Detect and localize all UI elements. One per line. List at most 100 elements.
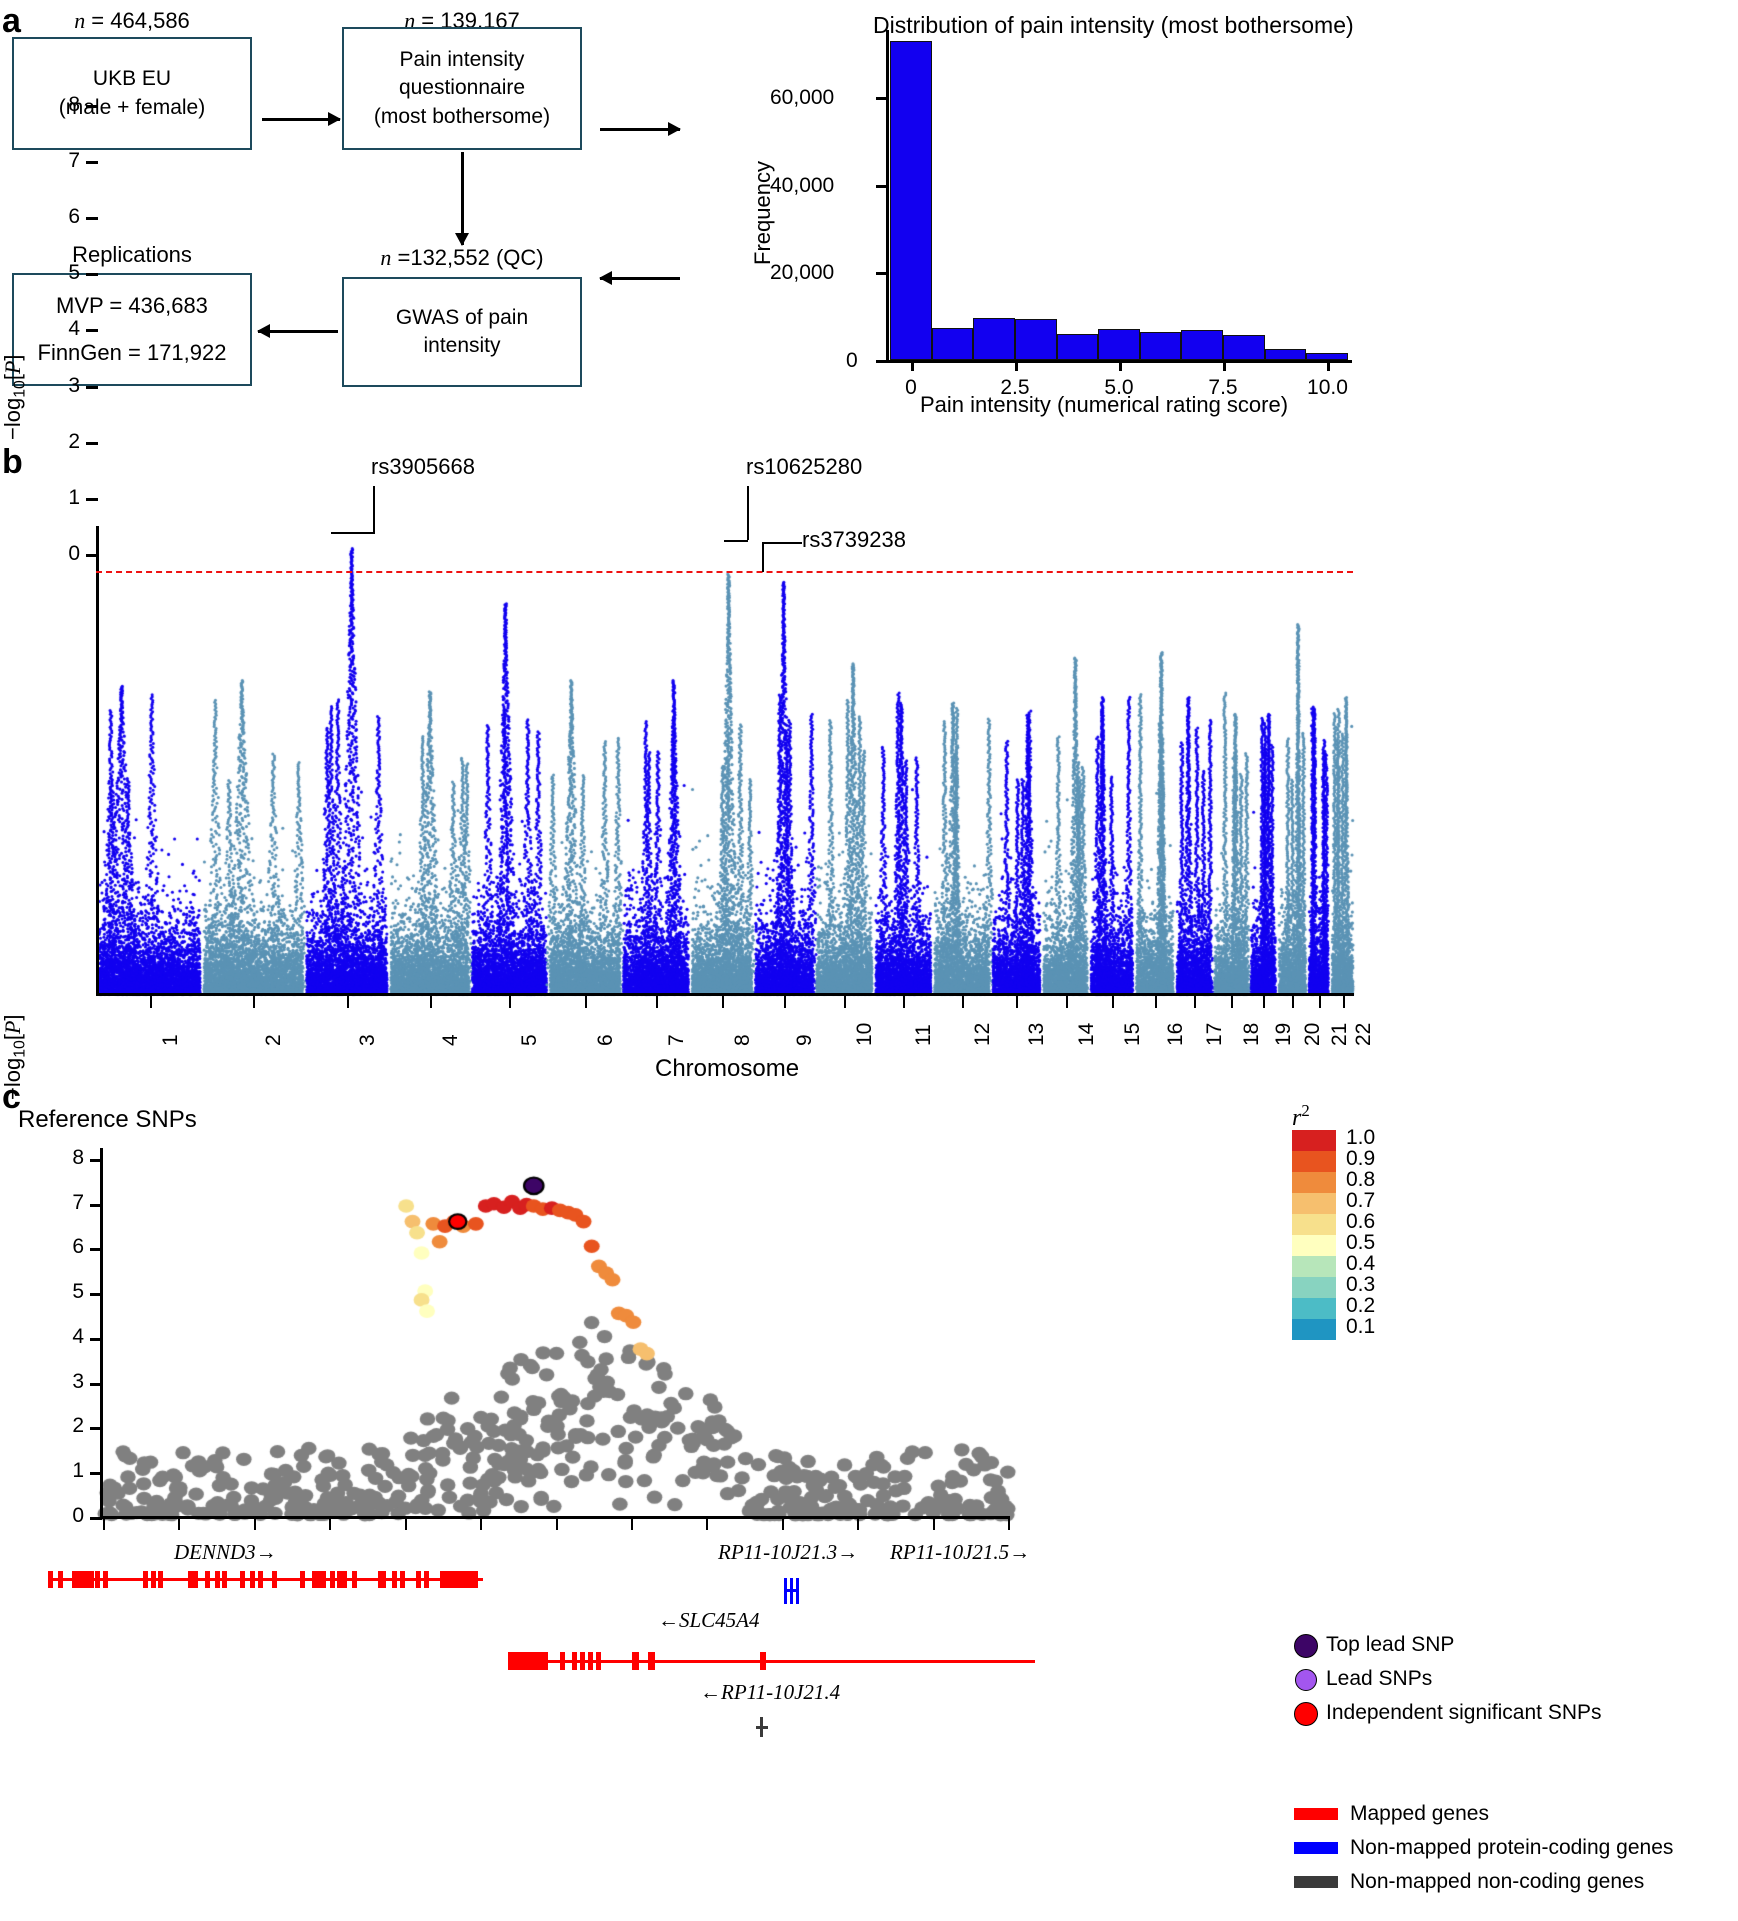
gene-DENND3-exon-12 [240,1571,245,1588]
gene-SLC45A4-exon-3 [580,1652,585,1670]
manhattan-x-ticklabel-14: 14 [1074,1022,1098,1046]
manhattan-y-ticklabel-5: 5 [68,261,80,285]
histogram-bar-5 [1098,328,1140,360]
locus-y-tick-3 [90,1382,102,1386]
genomewide-significance-line [96,571,1353,573]
histogram-bar-9 [1264,348,1307,360]
histogram-bar-3 [1014,319,1057,360]
gene-DENND3-exon-20 [352,1571,357,1588]
locus-x-tick-5 [480,1519,483,1530]
manhattan-x-ticklabel-21: 21 [1327,1022,1351,1046]
manhattan-x-tick-14 [1065,996,1068,1008]
r2-colorbar-label-0.1: 0.1 [1346,1315,1376,1338]
histogram-y-axis-title: Frequency [750,161,775,265]
r2-legend-title: r2 [1292,1101,1310,1131]
histogram-x-ticklabel-0: 0 [905,376,917,399]
gene-DENND3-exon-1 [58,1571,63,1588]
manhattan-x-tick-7 [656,996,659,1008]
manhattan-x-axis [96,993,1354,996]
locus-scatter-canvas [0,1100,1738,1921]
manhattan-x-ticklabel-3: 3 [355,1034,379,1046]
histogram-x-tick-0 [910,360,914,371]
manhattan-y-ticklabel-8: 8 [68,92,80,116]
locus-y-ticklabel-8: 8 [72,1145,84,1169]
locus-x-tick-0 [103,1519,105,1530]
locus-y-tick-8 [90,1158,102,1162]
arrow-gwas-to-replications [257,325,338,337]
locus-y-ticklabel-4: 4 [72,1324,84,1348]
gene-label-RP11-10J21.5: RP11-10J21.5→ [890,1540,1031,1564]
manhattan-x-tick-13 [1016,996,1019,1008]
r2-colorbar-label-0.2: 0.2 [1346,1294,1376,1317]
gene-SLC45A4-exon-0 [508,1652,548,1670]
flowbox-ukb-line1: UKB EU [92,67,172,91]
r2-colorbar-cell-0.3 [1292,1277,1336,1298]
locus-y-tick-6 [90,1248,102,1252]
snp-annotation-rs3739238: rs3739238 [802,527,906,552]
manhattan-x-tick-2 [253,996,256,1008]
r2-colorbar-cell-0.9 [1292,1151,1336,1172]
gene-DENND3-exon-10 [215,1571,220,1588]
flowbox-gwas: GWAS of pain intensity [342,277,582,387]
locus-x-axis [100,1516,1010,1519]
gene-DENND3-exon-25 [424,1571,429,1588]
histogram-plot: 0 20,000 40,000 60,000 0 2.5 5.0 7.5 10.0 Pa… [0,0,1738,420]
flowbox-questionnaire-line2: questionnaire [398,76,526,100]
locus-y-ticklabel-5: 5 [72,1280,84,1304]
arrow-questionnaire-to-gwas [456,152,468,246]
histogram-y-tick-60000 [876,97,887,100]
manhattan-x-ticklabel-18: 18 [1240,1022,1264,1046]
gene-DENND3-exon-15 [272,1571,277,1588]
manhattan-x-ticklabel-4: 4 [438,1034,462,1046]
manhattan-y-tick-0 [86,554,98,557]
manhattan-y-ticklabel-0: 0 [68,542,80,565]
histogram-bar-10 [1306,353,1348,360]
manhattan-x-tick-20 [1292,996,1295,1008]
histogram-y-ticklabel-60000: 60,000 [770,86,835,109]
manhattan-x-ticklabel-11: 11 [912,1024,936,1046]
histogram-bar-6 [1139,331,1182,360]
manhattan-y-tick-7 [86,161,98,164]
histogram-x-tick-4 [1327,360,1331,371]
manhattan-x-ticklabel-13: 13 [1025,1022,1049,1046]
locus-y-ticklabel-3: 3 [72,1369,84,1393]
locus-y-tick-2 [90,1427,102,1431]
manhattan-x-ticklabel-9: 9 [793,1034,817,1046]
flowbox-questionnaire: Pain intensity questionnaire (most bothers… [342,27,582,150]
gene-line-DENND3 [48,1578,483,1581]
histogram-bar-1 [931,327,974,360]
manhattan-y-axis [96,526,99,996]
gene-DENND3-exon-0 [48,1571,53,1588]
panel-letter-a: a [2,2,21,40]
histogram-x-ticklabel-4: 10.0 [1307,376,1348,399]
locus-y-tick-4 [90,1337,102,1341]
manhattan-x-ticklabel-1: 1 [158,1034,182,1046]
arrow-questionnaire-to-histogram [600,123,681,135]
manhattan-x-tick-19 [1263,996,1266,1008]
snp-leader-rs3739238 [762,542,802,574]
gene-SLC45A4-exon-8 [760,1652,766,1670]
manhattan-y-ticklabel-6: 6 [68,205,80,229]
locus-y-ticklabel-1: 1 [72,1459,84,1483]
manhattan-y-ticklabel-3: 3 [68,373,80,397]
snp-legend-dot-2 [1294,1702,1318,1726]
flowbox-ukb-line2: (male + female) [58,95,206,119]
gene-legend-label-0: Mapped genes [1350,1802,1489,1825]
locus-y-tick-0 [90,1517,102,1520]
locus-x-tick-8 [706,1519,709,1530]
arrow-histogram-to-gwas [599,272,680,284]
gene-SLC45A4-exon-4 [588,1652,593,1670]
locus-x-tick-4 [404,1519,407,1530]
gene-label-SLC45A4: ←SLC45A4 [658,1608,760,1632]
gene-legend-swatch-0 [1294,1808,1338,1820]
histogram-x-tick-1 [1014,360,1018,371]
r2-colorbar-label-0.8: 0.8 [1346,1168,1376,1191]
ukb-count-label: n = 464,586 [74,8,190,33]
histogram-x-ticklabel-1: 2.5 [1000,376,1030,399]
gene-DENND3-exon-8 [188,1571,198,1588]
gwas-count-label: n =132,552 (QC) [380,245,544,270]
gene-SLC45A4-exon-6 [632,1652,639,1670]
flowbox-questionnaire-line3: (most bothersome) [373,104,551,128]
histogram-bar-2 [973,317,1015,360]
flowbox-replications-line1: MVP = 436,683 [56,293,208,319]
